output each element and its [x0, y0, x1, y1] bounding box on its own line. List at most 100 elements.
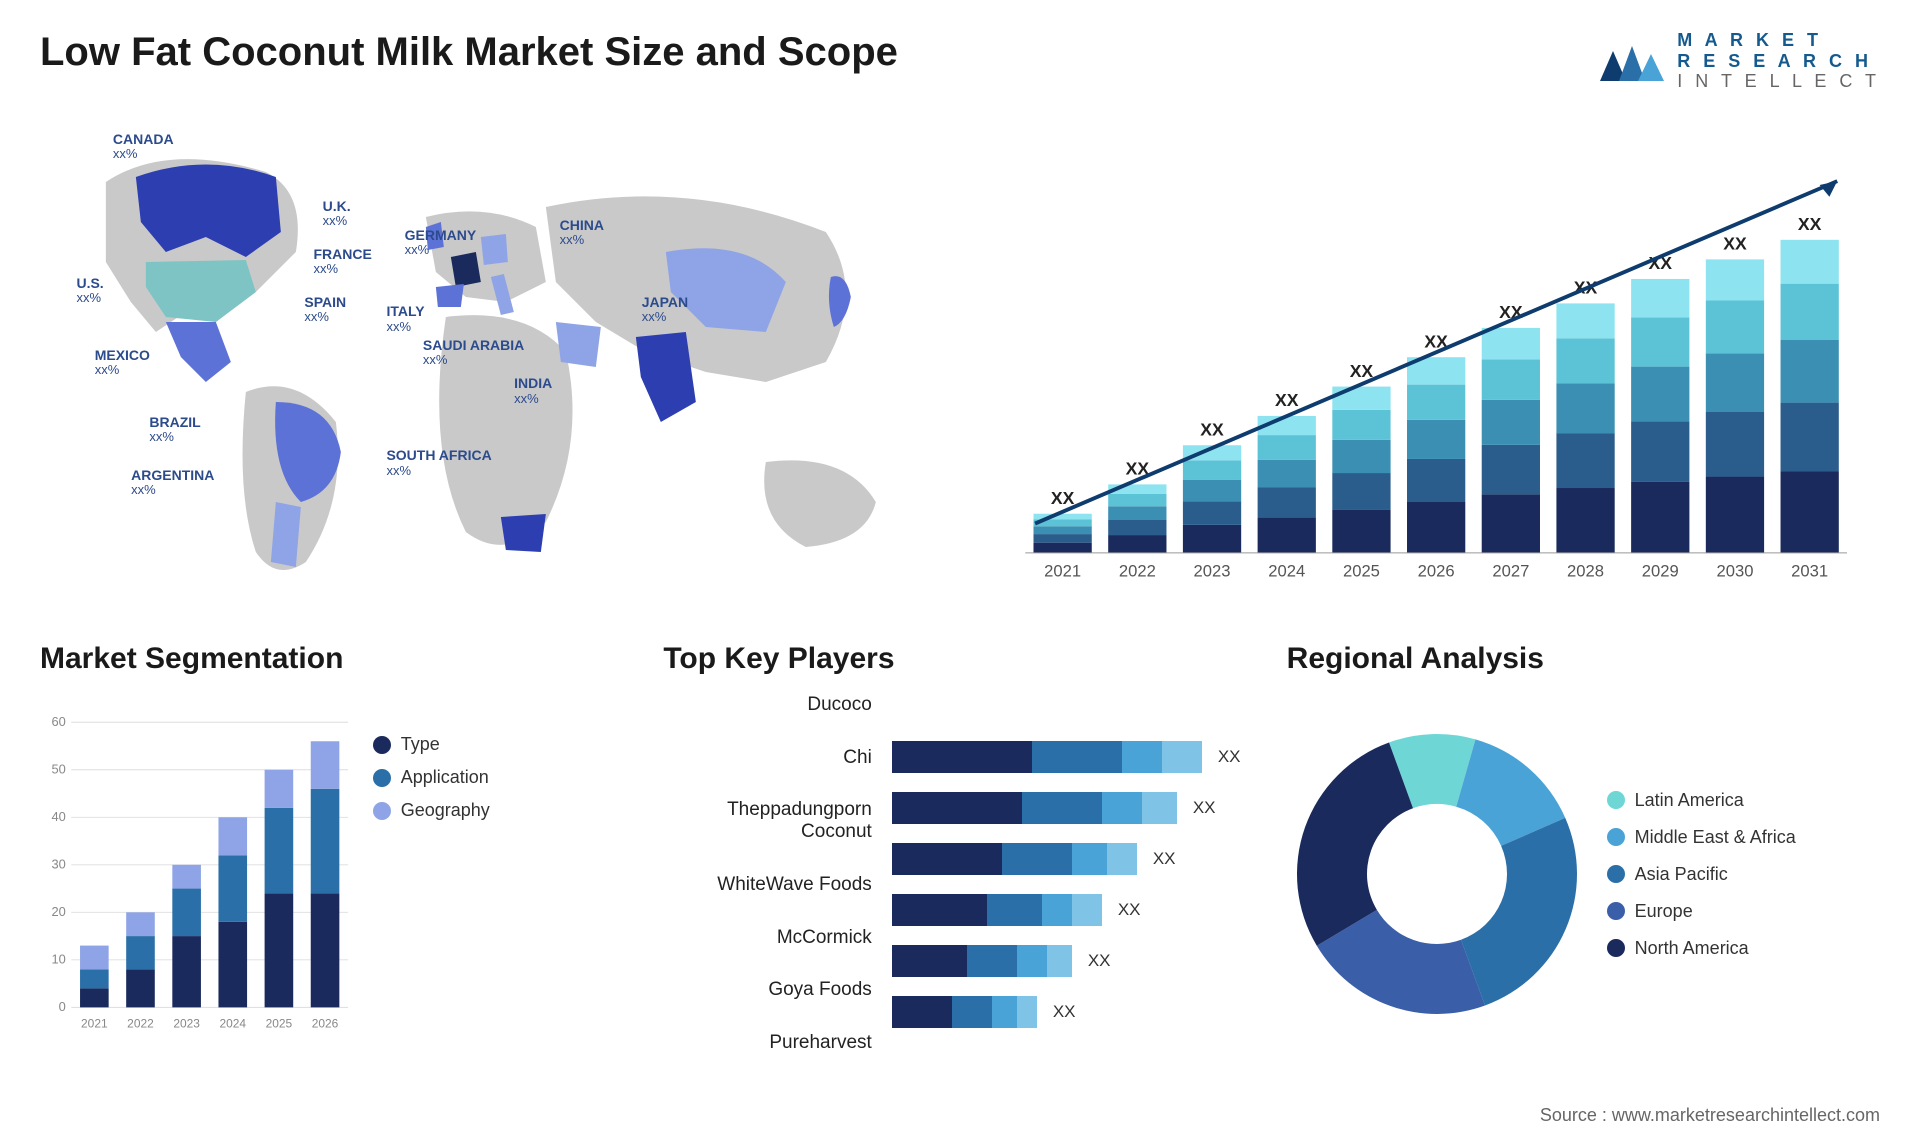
player-bar-seg: [1047, 945, 1072, 977]
growth-bar-seg: [1780, 403, 1838, 472]
player-value: XX: [1153, 849, 1176, 869]
growth-bar-seg: [1108, 506, 1166, 520]
donut-segment: [1297, 743, 1413, 946]
growth-bar-seg: [1183, 525, 1241, 553]
regional-body: Latin America Middle East & Africa Asia Pa…: [1287, 694, 1880, 1054]
player-bar-seg: [952, 996, 992, 1028]
growth-bar-seg: [1332, 510, 1390, 553]
seg-ytick: 60: [51, 714, 65, 729]
player-row: XX: [892, 993, 1257, 1031]
seg-ytick: 20: [51, 904, 65, 919]
growth-year-label: 2029: [1641, 561, 1678, 580]
player-name: Ducoco: [663, 694, 871, 716]
growth-chart-panel: XX2021XX2022XX2023XX2024XX2025XX2026XX20…: [992, 122, 1880, 602]
seg-ytick: 50: [51, 762, 65, 777]
player-name: Chi: [663, 747, 871, 769]
seg-bar-seg: [265, 770, 294, 808]
seg-bar-seg: [218, 817, 247, 855]
regional-legend-item: Asia Pacific: [1607, 864, 1880, 885]
player-bar-seg: [1102, 792, 1142, 824]
growth-bar-label: XX: [1349, 361, 1373, 381]
segmentation-panel: Market Segmentation 01020304050602021202…: [40, 642, 633, 1082]
growth-bar-seg: [1033, 543, 1091, 553]
player-name: WhiteWave Foods: [663, 874, 871, 896]
players-panel: Top Key Players DucocoChiTheppadungporn …: [663, 642, 1256, 1082]
segmentation-chart: 0102030405060202120222023202420252026 Ty…: [40, 694, 633, 1054]
player-name: McCormick: [663, 927, 871, 949]
growth-year-label: 2028: [1567, 561, 1604, 580]
player-bar-seg: [1042, 894, 1072, 926]
regional-legend-item: North America: [1607, 938, 1880, 959]
growth-bar-seg: [1332, 387, 1390, 410]
player-bar-seg: [1017, 996, 1037, 1028]
growth-year-label: 2021: [1044, 561, 1081, 580]
player-row: XX: [892, 891, 1257, 929]
country-label: MEXICOxx%: [95, 348, 150, 378]
growth-bar-seg: [1332, 410, 1390, 440]
regional-title: Regional Analysis: [1287, 642, 1880, 676]
country-label: ITALYxx%: [386, 304, 424, 334]
seg-bar-seg: [126, 936, 155, 969]
growth-bar-seg: [1332, 473, 1390, 510]
growth-year-label: 2022: [1119, 561, 1156, 580]
country-label: INDIAxx%: [514, 376, 552, 406]
legend-label: Middle East & Africa: [1635, 827, 1796, 848]
player-bar-seg: [892, 894, 987, 926]
player-bar-seg: [892, 945, 967, 977]
growth-bar-seg: [1481, 359, 1539, 400]
players-labels: Ducoco Chi Theppadungporn Coconut WhiteWave…: [663, 694, 871, 1054]
country-label: CANADAxx%: [113, 132, 174, 162]
seg-bar-seg: [80, 988, 109, 1007]
player-bar-seg: [1122, 741, 1162, 773]
logo-line-1: M A R K E T: [1677, 30, 1880, 51]
country-label: SOUTH AFRICAxx%: [386, 448, 491, 478]
player-name: Pureharvest: [663, 1032, 871, 1054]
growth-bar-seg: [1108, 535, 1166, 553]
growth-bar-seg: [1556, 433, 1614, 488]
seg-bar-seg: [80, 946, 109, 970]
growth-bar-seg: [1780, 240, 1838, 284]
legend-swatch: [1607, 791, 1625, 809]
player-row: XX: [892, 738, 1257, 776]
seg-ytick: 0: [59, 999, 66, 1014]
seg-bar-seg: [311, 789, 340, 894]
growth-bar-seg: [1481, 445, 1539, 495]
country-label: JAPANxx%: [642, 295, 688, 325]
player-bar-seg: [892, 843, 1002, 875]
growth-bar-seg: [1556, 303, 1614, 338]
growth-bar-seg: [1108, 520, 1166, 535]
seg-ytick: 30: [51, 857, 65, 872]
legend-swatch: [1607, 902, 1625, 920]
growth-bar-seg: [1780, 472, 1838, 553]
player-bar-seg: [1072, 894, 1102, 926]
growth-bar-seg: [1257, 517, 1315, 553]
segmentation-bar-chart: 0102030405060202120222023202420252026: [40, 694, 353, 1054]
legend-label: Geography: [401, 800, 490, 821]
player-bar: [892, 996, 1037, 1028]
seg-bar-seg: [218, 922, 247, 1008]
legend-label: North America: [1635, 938, 1749, 959]
regional-legend-item: Latin America: [1607, 790, 1880, 811]
segmentation-title: Market Segmentation: [40, 642, 633, 676]
country-label: U.K.xx%: [323, 199, 351, 229]
regional-legend-item: Middle East & Africa: [1607, 827, 1880, 848]
top-row: CANADAxx%U.S.xx%MEXICOxx%BRAZILxx%ARGENT…: [40, 122, 1880, 602]
player-value: XX: [1193, 798, 1216, 818]
legend-swatch: [373, 736, 391, 754]
player-bar-seg: [1002, 843, 1072, 875]
growth-bar-seg: [1183, 460, 1241, 479]
seg-year-label: 2022: [127, 1017, 154, 1031]
growth-bar-chart: XX2021XX2022XX2023XX2024XX2025XX2026XX20…: [1002, 142, 1870, 592]
growth-bar-seg: [1631, 421, 1689, 481]
player-bar: [892, 894, 1102, 926]
player-name: Theppadungporn Coconut: [663, 799, 871, 843]
players-bars: XXXXXXXXXXXX: [892, 694, 1257, 1054]
growth-bar-seg: [1780, 340, 1838, 403]
seg-year-label: 2024: [219, 1017, 246, 1031]
regional-legend-item: Europe: [1607, 901, 1880, 922]
seg-bar-seg: [80, 969, 109, 988]
growth-year-label: 2027: [1492, 561, 1529, 580]
growth-year-label: 2031: [1791, 561, 1828, 580]
legend-swatch: [373, 802, 391, 820]
country-label: CHINAxx%: [560, 218, 604, 248]
